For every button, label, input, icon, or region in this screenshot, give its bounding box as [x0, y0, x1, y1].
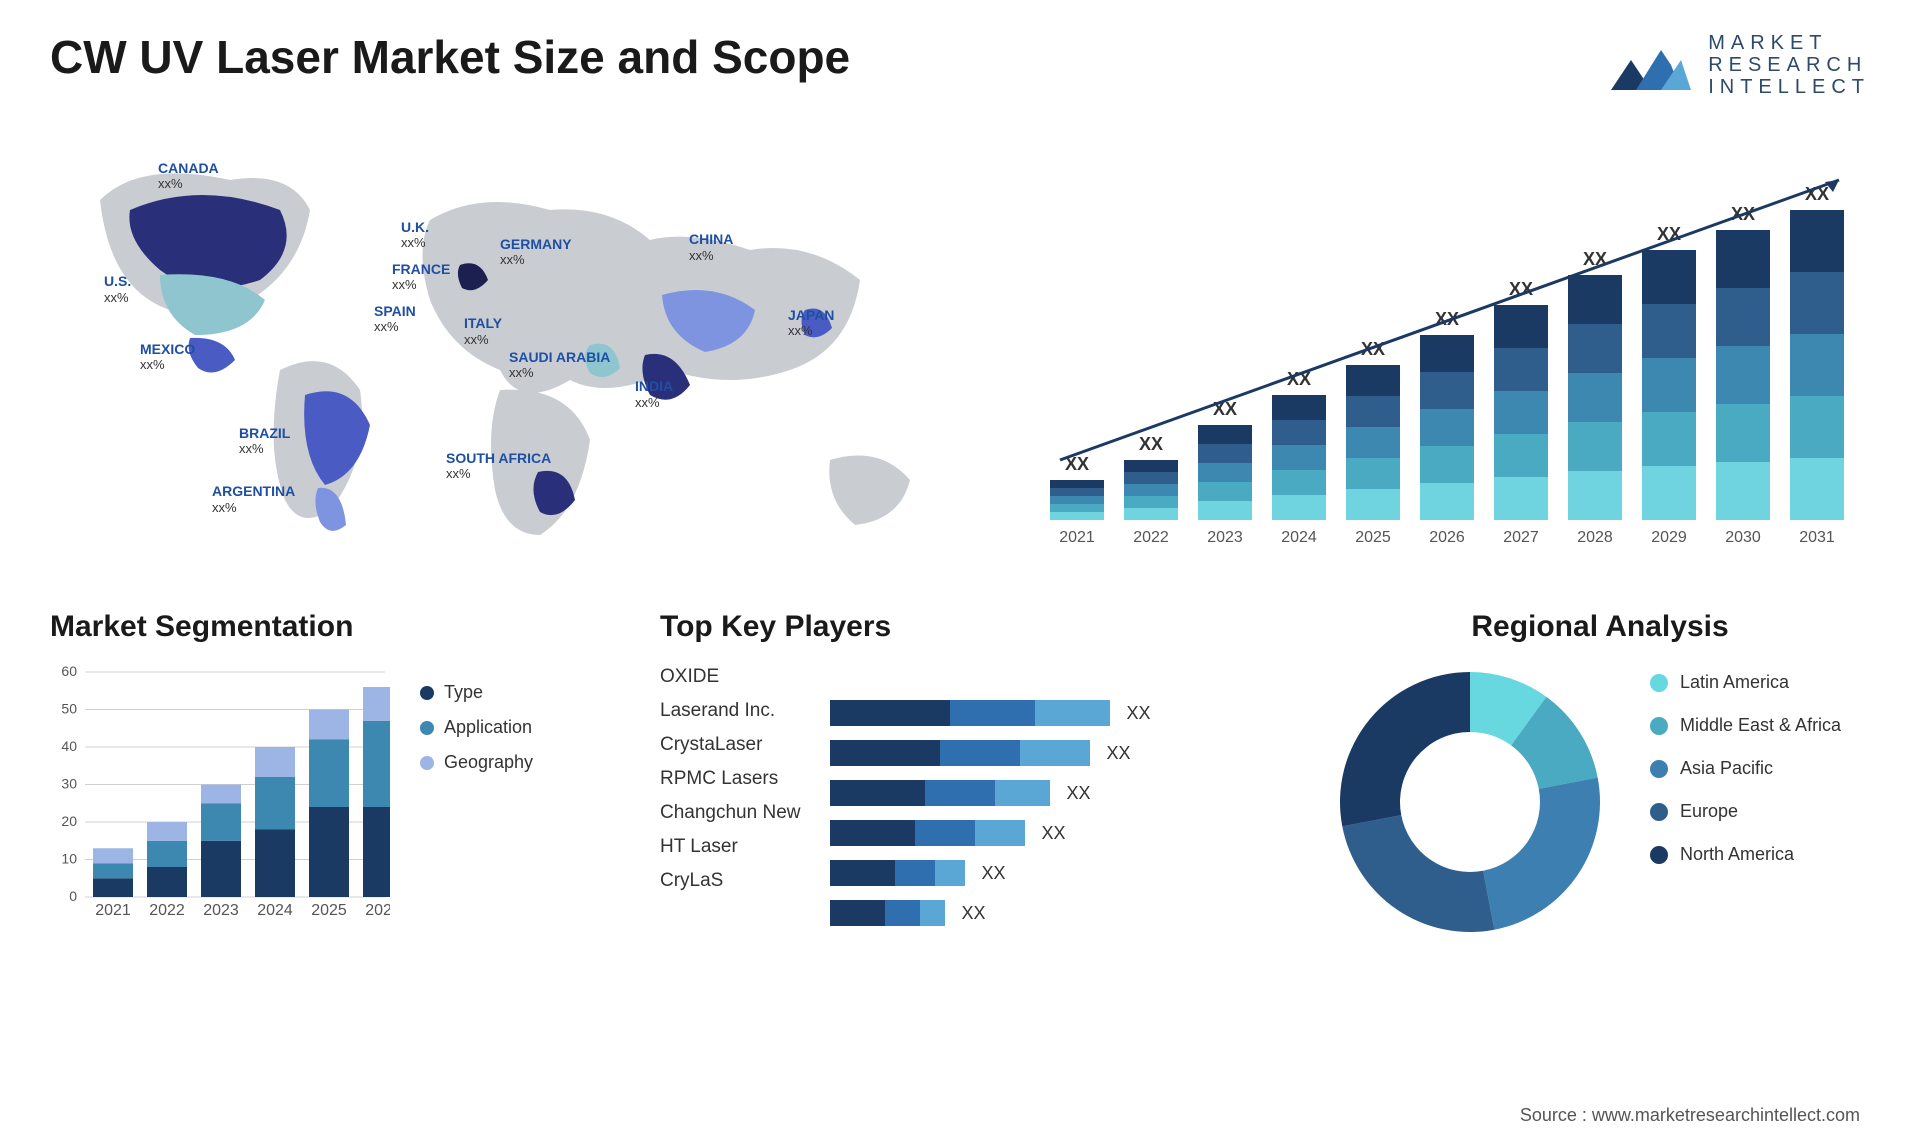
- seg-legend-item: Geography: [420, 752, 533, 773]
- map-label: U.S.xx%: [104, 274, 131, 304]
- svg-text:XX: XX: [1139, 434, 1163, 454]
- svg-text:0: 0: [69, 888, 77, 904]
- logo-line2: RESEARCH: [1708, 54, 1870, 76]
- svg-text:10: 10: [61, 851, 77, 867]
- svg-text:2024: 2024: [257, 902, 293, 919]
- player-bar-row: XX: [830, 740, 1150, 766]
- svg-text:2026: 2026: [365, 902, 390, 919]
- world-map: CANADAxx% U.S.xx% MEXICOxx% BRAZILxx% ARGENT…: [50, 140, 950, 560]
- svg-text:50: 50: [61, 701, 77, 717]
- regional-legend-item: Asia Pacific: [1650, 758, 1841, 779]
- map-label: SOUTH AFRICAxx%: [446, 451, 551, 481]
- svg-text:2025: 2025: [1355, 529, 1391, 546]
- players-title: Top Key Players: [660, 610, 1280, 644]
- player-bar-row: XX: [830, 900, 1150, 926]
- svg-text:2025: 2025: [311, 902, 347, 919]
- source-text: Source : www.marketresearchintellect.com: [1520, 1105, 1860, 1126]
- logo-icon: [1606, 30, 1696, 100]
- svg-text:2023: 2023: [1207, 529, 1243, 546]
- player-name: Changchun New: [660, 802, 800, 824]
- regional-section: Regional Analysis Latin America Middle Ea…: [1330, 610, 1870, 942]
- svg-text:2031: 2031: [1799, 529, 1835, 546]
- regional-legend-item: Middle East & Africa: [1650, 715, 1841, 736]
- player-bar-row: XX: [830, 860, 1150, 886]
- player-name: Laserand Inc.: [660, 700, 800, 722]
- svg-text:40: 40: [61, 738, 77, 754]
- segmentation-chart: 0 10 20 30 40 50 60 2021 2022 2023 2024 2025 2026: [50, 662, 390, 922]
- growth-bar-chart: XX2021XX2022XX2023XX2024XX2025XX2026XX20…: [1010, 140, 1870, 560]
- player-bar-row: XX: [830, 700, 1150, 726]
- svg-text:30: 30: [61, 776, 77, 792]
- svg-text:2024: 2024: [1281, 529, 1317, 546]
- map-label: MEXICOxx%: [140, 342, 195, 372]
- players-section: Top Key Players OXIDE Laserand Inc. Crysta…: [660, 610, 1280, 942]
- regional-legend-item: Latin America: [1650, 672, 1841, 693]
- regional-title: Regional Analysis: [1330, 610, 1870, 644]
- logo-line1: MARKET: [1708, 32, 1870, 54]
- map-label: ARGENTINAxx%: [212, 484, 295, 514]
- player-list: OXIDE Laserand Inc. CrystaLaser RPMC Lasers…: [660, 666, 800, 926]
- svg-text:2030: 2030: [1725, 529, 1761, 546]
- regional-legend-item: Europe: [1650, 801, 1841, 822]
- player-name: OXIDE: [660, 666, 800, 688]
- svg-text:20: 20: [61, 813, 77, 829]
- svg-text:2022: 2022: [149, 902, 185, 919]
- player-bar-row: XX: [830, 820, 1150, 846]
- seg-legend-item: Type: [420, 682, 533, 703]
- map-label: SAUDI ARABIAxx%: [509, 350, 610, 380]
- seg-legend-item: Application: [420, 717, 533, 738]
- page-title: CW UV Laser Market Size and Scope: [50, 30, 850, 84]
- svg-text:60: 60: [61, 663, 77, 679]
- regional-legend-item: North America: [1650, 844, 1841, 865]
- svg-text:2029: 2029: [1651, 529, 1687, 546]
- segmentation-legend: Type Application Geography: [420, 682, 533, 922]
- segmentation-title: Market Segmentation: [50, 610, 610, 644]
- map-label: JAPANxx%: [788, 308, 834, 338]
- svg-text:2027: 2027: [1503, 529, 1539, 546]
- brand-logo: MARKET RESEARCH INTELLECT: [1606, 30, 1870, 100]
- player-name: RPMC Lasers: [660, 768, 800, 790]
- svg-text:2021: 2021: [1059, 529, 1095, 546]
- segmentation-section: Market Segmentation 0 10 20 30 40 50 60 2021 202…: [50, 610, 610, 942]
- map-label: ITALYxx%: [464, 316, 502, 346]
- regional-legend: Latin America Middle East & Africa Asia Pa…: [1650, 672, 1841, 865]
- svg-text:2026: 2026: [1429, 529, 1465, 546]
- map-label: U.K.xx%: [401, 220, 429, 250]
- regional-donut: [1330, 662, 1610, 942]
- map-label: SPAINxx%: [374, 304, 416, 334]
- map-label: BRAZILxx%: [239, 426, 290, 456]
- svg-text:2022: 2022: [1133, 529, 1169, 546]
- svg-text:2021: 2021: [95, 902, 131, 919]
- map-label: GERMANYxx%: [500, 237, 572, 267]
- player-name: HT Laser: [660, 836, 800, 858]
- player-name: CrystaLaser: [660, 734, 800, 756]
- svg-text:2028: 2028: [1577, 529, 1613, 546]
- map-label: FRANCExx%: [392, 262, 450, 292]
- map-label: CANADAxx%: [158, 161, 219, 191]
- player-name: CryLaS: [660, 870, 800, 892]
- player-bars: XX XX XX XX XX XX: [830, 700, 1150, 926]
- svg-text:2023: 2023: [203, 902, 239, 919]
- player-bar-row: XX: [830, 780, 1150, 806]
- map-label: INDIAxx%: [635, 379, 673, 409]
- map-label: CHINAxx%: [689, 232, 733, 262]
- logo-line3: INTELLECT: [1708, 76, 1870, 98]
